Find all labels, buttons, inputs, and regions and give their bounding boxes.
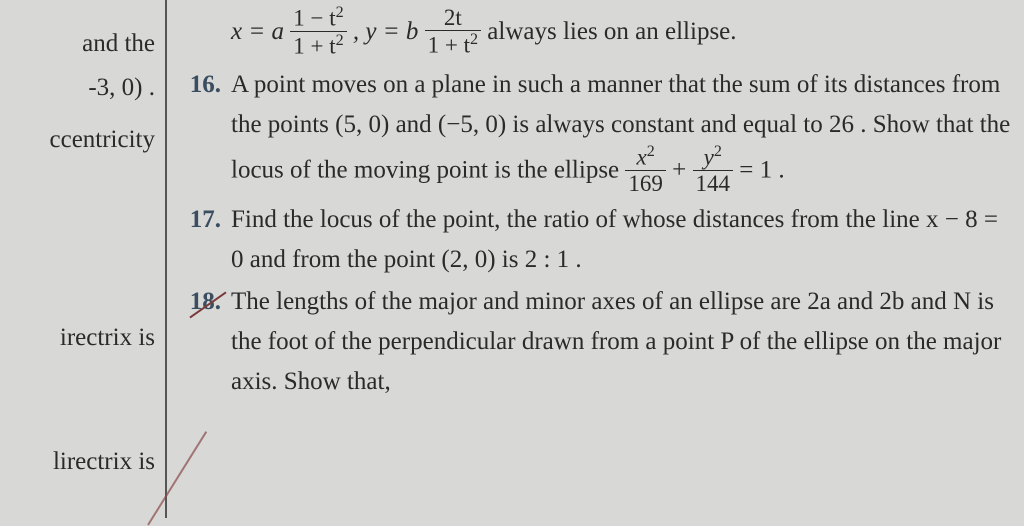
problem-text-17: Find the locus of the point, the ratio o… <box>231 200 1012 280</box>
fraction-2: 2t 1 + t2 <box>425 5 481 58</box>
eq-suffix: always lies on an ellipse. <box>487 18 736 45</box>
fragment-lirectrix-2: lirectrix is <box>53 442 155 482</box>
fraction-x2-169: x2 169 <box>625 143 666 196</box>
main-content-column: x = a 1 − t2 1 + t2 , y = b 2t 1 + t2 al… <box>167 0 1024 518</box>
problem-text-18: The lengths of the major and minor axes … <box>231 282 1012 402</box>
problem-number-16: 16. <box>185 65 231 198</box>
equation-line: x = a 1 − t2 1 + t2 , y = b 2t 1 + t2 al… <box>185 6 1012 61</box>
fragment-irectrix-1: irectrix is <box>60 318 155 358</box>
fragment-ccentricity: ccentricity <box>50 120 156 160</box>
fraction-1: 1 − t2 1 + t2 <box>290 4 346 59</box>
problem-17: 17. Find the locus of the point, the rat… <box>185 200 1012 280</box>
strike-mark-icon: 18. <box>190 282 221 322</box>
page-container: and the -3, 0) . ccentricity irectrix is… <box>0 0 1024 518</box>
left-margin-column: and the -3, 0) . ccentricity irectrix is… <box>0 0 165 518</box>
problem-16: 16. A point moves on a plane in such a m… <box>185 65 1012 198</box>
eq-x-prefix: x = a <box>231 18 284 45</box>
problem-number-18: 18. <box>185 282 231 402</box>
fragment-minus3-0: -3, 0) . <box>88 68 155 108</box>
eq-mid: , y = b <box>353 18 418 45</box>
fragment-and-the: and the <box>82 24 155 64</box>
problem-18: 18. The lengths of the major and minor a… <box>185 282 1012 402</box>
problem-text-16: A point moves on a plane in such a manne… <box>231 65 1012 198</box>
problem-number-17: 17. <box>185 200 231 280</box>
fraction-y2-144: y2 144 <box>693 143 734 196</box>
